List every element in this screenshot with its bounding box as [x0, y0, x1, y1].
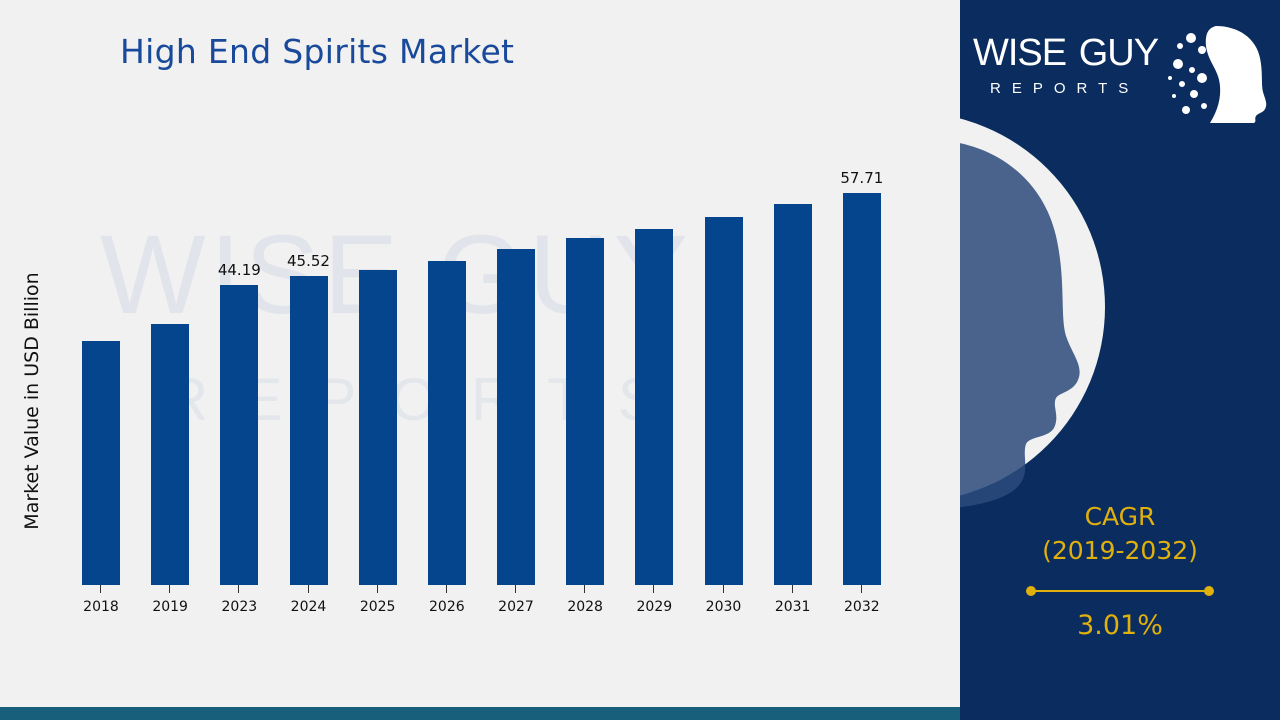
x-axis-tick-label: 2028 — [567, 599, 603, 615]
cagr-title: CAGR — [1084, 502, 1156, 531]
x-axis-tick — [307, 585, 309, 593]
bar — [427, 261, 466, 585]
bar-column: 44.19 2023 — [216, 150, 262, 615]
bar-column: 2025 — [355, 150, 401, 615]
plot-area: WISE GUY REPORTS High End Spirits Market… — [21, 32, 908, 615]
bar-column: 2028 — [562, 150, 608, 615]
head-profile-icon — [960, 143, 1080, 508]
bar — [289, 276, 328, 585]
bar — [82, 341, 120, 585]
x-axis-tick-label: 2030 — [705, 599, 742, 615]
x-axis-tick — [791, 585, 793, 593]
x-axis-tick-label: 2027 — [498, 599, 534, 615]
cagr-block: CAGR (2019-2032) 3.01% — [960, 500, 1280, 641]
bar — [635, 229, 674, 585]
bar-value-label: 44.19 — [217, 261, 261, 279]
x-axis-tick-label: 2025 — [359, 599, 396, 615]
x-axis-tick — [515, 585, 516, 593]
bar-column: 2026 — [424, 150, 470, 615]
cagr-range: (2019-2032) — [1042, 536, 1198, 565]
x-axis-tick — [376, 585, 378, 593]
bar — [704, 217, 743, 585]
bar — [358, 270, 397, 585]
x-axis-tick — [584, 585, 586, 593]
x-axis-tick-label: 2024 — [290, 599, 327, 615]
bar — [773, 204, 812, 585]
bar-column: 2018 — [78, 150, 124, 615]
brand-logo: WISE GUY REPORTS — [968, 22, 1268, 123]
bar — [842, 193, 881, 585]
bar-value-label: 57.71 — [840, 169, 884, 187]
x-axis-tick — [653, 585, 655, 593]
cagr-divider-dot-right — [1204, 586, 1214, 596]
x-axis-tick-label: 2026 — [429, 599, 465, 615]
bar-column: 2031 — [770, 150, 816, 615]
logo-word-first: WISE — [973, 32, 1067, 74]
x-axis-tick — [238, 585, 240, 593]
x-axis-tick — [100, 585, 101, 593]
bar-column: 2019 — [147, 150, 193, 615]
bar-column: 2027 — [493, 150, 539, 615]
x-axis-tick-label: 2032 — [844, 599, 880, 615]
logo-subtitle: REPORTS — [990, 80, 1140, 97]
right-panel: WISE GUY REPORTS CAGR (2019-2032) — [960, 0, 1280, 720]
bar-column: 57.71 2032 — [839, 150, 885, 615]
x-axis-tick — [445, 585, 447, 593]
y-axis-label: Market Value in USD Billion — [21, 272, 43, 530]
cagr-value: 3.01% — [1077, 610, 1163, 641]
bar — [151, 324, 190, 585]
page-title: High End Spirits Market — [120, 32, 515, 71]
bar-series: 2018 2019 44.19 2023 45.52 2024 2025 2026 2027 20… — [78, 150, 908, 615]
x-axis-tick — [722, 585, 724, 593]
cagr-divider-line — [1031, 590, 1209, 592]
bar-value-label: 45.52 — [287, 252, 330, 270]
x-axis-tick-label: 2019 — [152, 599, 188, 615]
logo-word-second: GUY — [1078, 32, 1159, 74]
x-axis-tick — [860, 585, 862, 593]
cagr-divider — [1026, 586, 1214, 596]
bar — [566, 238, 605, 585]
bottom-accent-strip — [0, 707, 960, 720]
x-axis-tick — [169, 585, 171, 593]
x-axis-tick-label: 2023 — [221, 599, 258, 615]
bar — [220, 285, 259, 585]
x-axis-tick-label: 2031 — [774, 599, 811, 615]
logo-head-profile-icon — [1168, 26, 1267, 123]
logo-wordmark: WISE GUY — [973, 32, 1159, 75]
bar-column: 45.52 2024 — [286, 150, 332, 615]
x-axis-tick-label: 2029 — [636, 599, 673, 615]
x-axis-tick-label: 2018 — [83, 599, 119, 615]
bar-column: 2029 — [631, 150, 677, 615]
bar — [497, 249, 535, 585]
bar-column: 2030 — [701, 150, 747, 615]
